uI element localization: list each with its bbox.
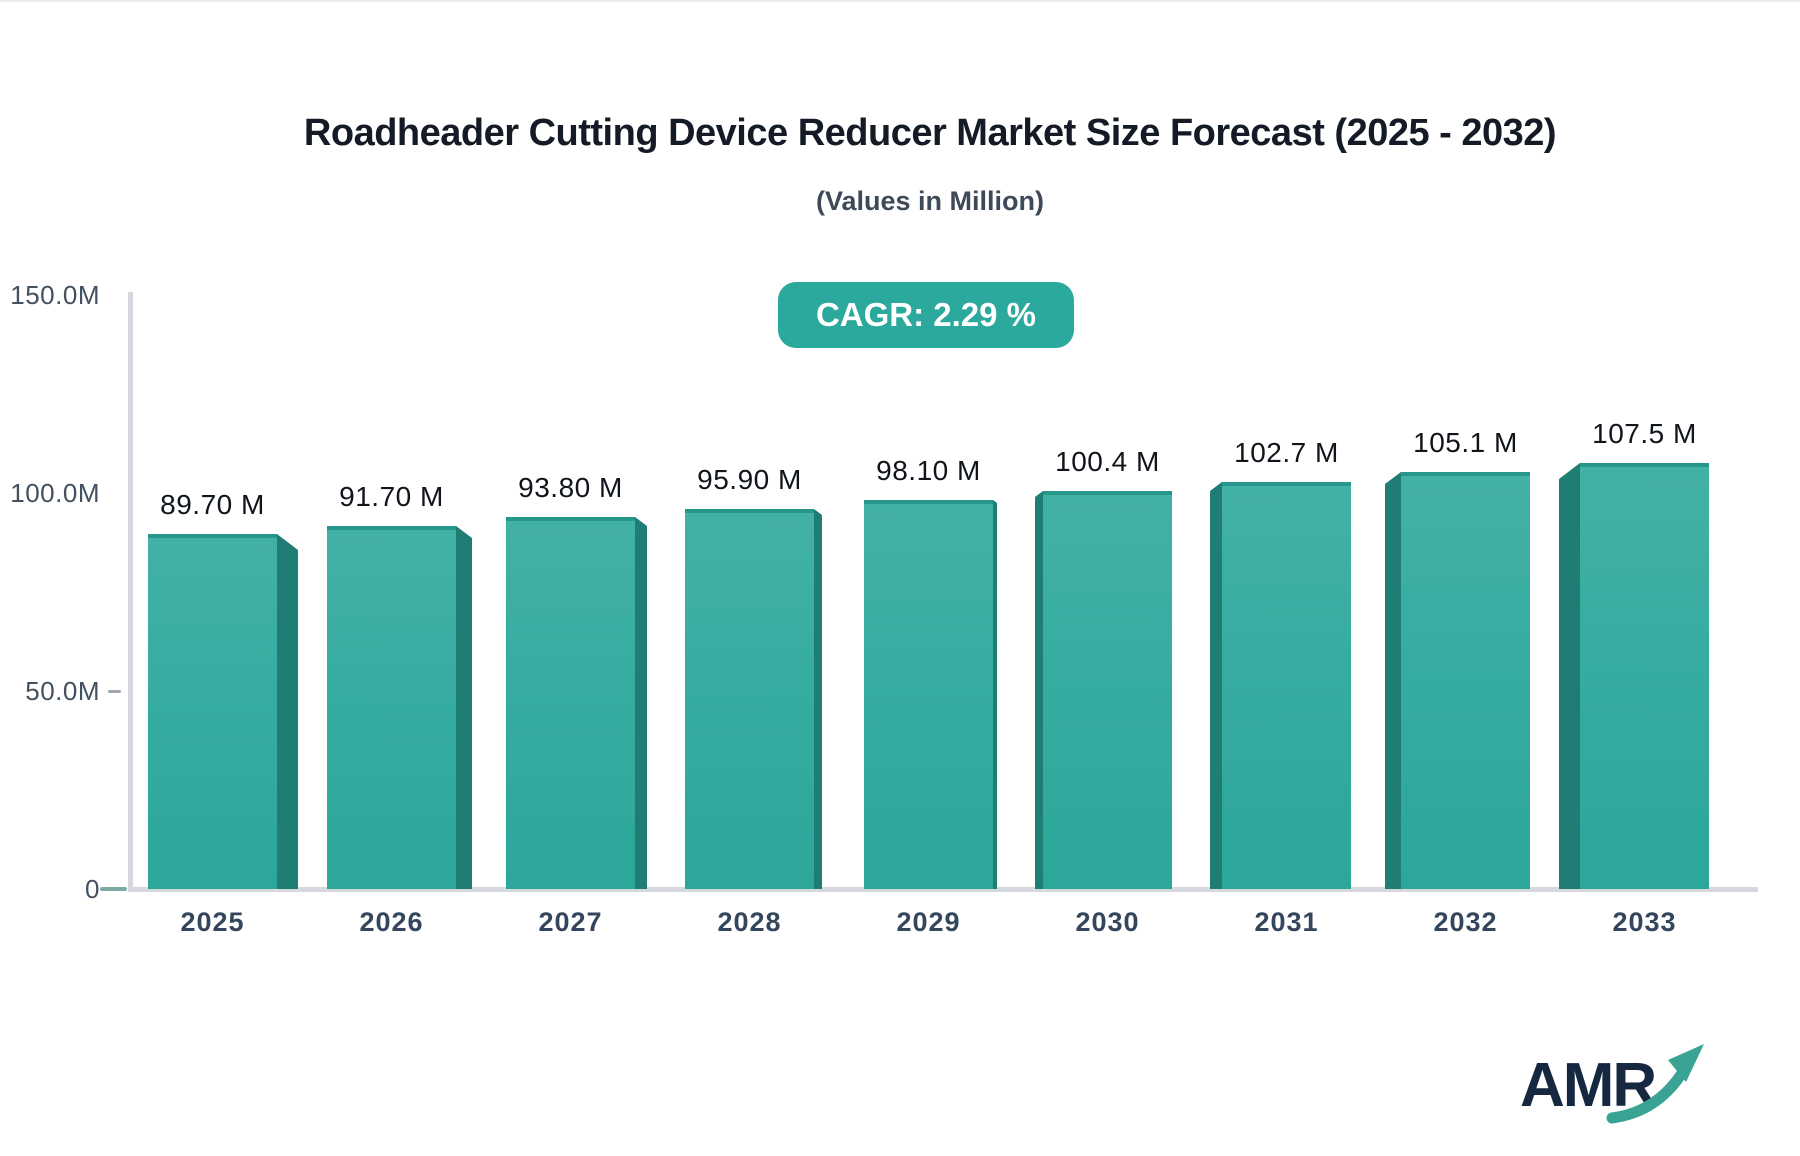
bar-side-panel (814, 509, 822, 889)
x-axis-label: 2029 (896, 907, 961, 937)
bar-top-edge (506, 517, 635, 521)
bar-value-label: 98.10 M (876, 455, 981, 486)
bar-2025[interactable] (148, 534, 277, 889)
bar-2033[interactable] (1580, 463, 1709, 889)
bar-top-edge (1401, 472, 1530, 476)
bar-value-label: 89.70 M (160, 489, 265, 520)
bar-top-edge (1222, 482, 1351, 486)
bar-side-panel (635, 517, 647, 889)
bar-side-panel (456, 526, 472, 889)
bar-value-label: 95.90 M (697, 464, 802, 495)
y-axis-tick (108, 689, 121, 693)
x-axis-label: 2027 (538, 907, 603, 937)
growth-arrow-icon (1606, 1044, 1704, 1124)
bar-value-label: 100.4 M (1055, 446, 1160, 477)
x-axis-label: 2031 (1254, 907, 1319, 937)
bar-value-label: 105.1 M (1413, 427, 1518, 458)
bar-top-edge (685, 509, 814, 513)
bar-2028[interactable] (685, 509, 814, 889)
bar-top-edge (148, 534, 277, 538)
x-axis-label: 2032 (1433, 907, 1498, 937)
y-axis-label: 0 (85, 874, 100, 904)
y-axis-label: 150.0M (10, 279, 100, 310)
y-axis-label: 100.0M (10, 477, 100, 508)
bar-2030[interactable] (1043, 491, 1172, 889)
bar-2029[interactable] (864, 500, 993, 889)
bar-2027[interactable] (506, 517, 635, 889)
x-axis-label: 2033 (1612, 907, 1677, 937)
x-axis-label: 2026 (359, 907, 424, 937)
bar-top-edge (327, 526, 456, 530)
bar-2026[interactable] (327, 526, 456, 889)
bar-value-label: 93.80 M (518, 472, 623, 503)
bar-side-panel (277, 534, 298, 889)
amr-logo: AMR (1520, 1044, 1704, 1124)
bar-side-panel (1385, 472, 1401, 889)
chart-subtitle: (Values in Million) (815, 186, 1045, 216)
x-axis-label: 2028 (717, 907, 782, 937)
bar-side-panel (1210, 482, 1222, 889)
cagr-badge: CAGR: 2.29 % (777, 282, 1075, 348)
bar-top-edge (1043, 491, 1172, 495)
bar-top-edge (864, 500, 993, 504)
bar-2031[interactable] (1222, 482, 1351, 889)
x-axis-label: 2030 (1075, 907, 1140, 937)
y-axis-label: 50.0M (25, 675, 100, 706)
y-axis-tick (100, 887, 127, 891)
bar-side-panel (1035, 491, 1043, 889)
bar-2032[interactable] (1401, 472, 1530, 889)
bar-value-label: 102.7 M (1234, 437, 1339, 468)
y-axis-line (128, 292, 133, 892)
bar-value-label: 91.70 M (339, 481, 444, 512)
bar-side-panel (993, 500, 997, 889)
x-axis-baseline (128, 887, 1758, 892)
bar-top-edge (1580, 463, 1709, 467)
chart-title: Roadheader Cutting Device Reducer Market… (303, 112, 1557, 154)
bar-side-panel (1559, 463, 1580, 889)
bar-value-label: 107.5 M (1592, 418, 1697, 449)
x-axis-label: 2025 (180, 907, 245, 937)
